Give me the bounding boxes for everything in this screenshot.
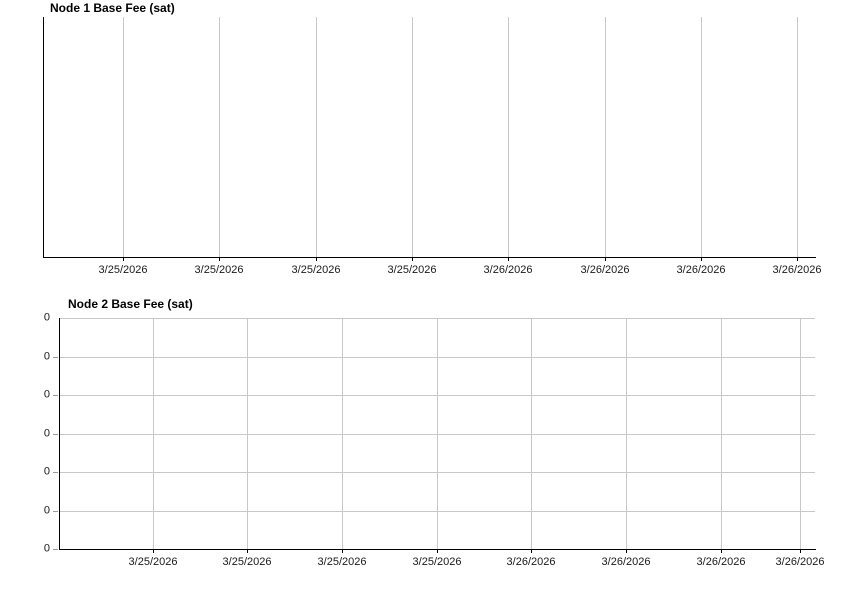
- gridline-vertical: [797, 17, 798, 257]
- x-axis-line-node-1: [43, 257, 816, 258]
- gridline-vertical: [605, 17, 606, 257]
- x-tick-label: 3/26/2026: [775, 556, 825, 568]
- x-tick-mark: [412, 257, 413, 261]
- y-tick-label: 0: [43, 465, 50, 478]
- x-tick-label: 3/26/2026: [601, 556, 651, 568]
- chart-panel-node-2: Node 2 Base Fee (sat) 3/25/2026 3/25/2026…: [0, 290, 860, 600]
- y-tick-mark: [53, 395, 58, 396]
- x-tick-mark: [153, 549, 154, 553]
- x-tick-label: 3/26/2026: [772, 264, 822, 276]
- x-tick-label: 3/25/2026: [317, 556, 367, 568]
- gridline-horizontal: [59, 395, 815, 396]
- x-tick-mark: [701, 257, 702, 261]
- x-tick-mark: [247, 549, 248, 553]
- gridline-vertical: [123, 17, 124, 257]
- y-tick-label: 0: [43, 388, 50, 401]
- x-tick-mark: [797, 257, 798, 261]
- chart-title-node-2: Node 2 Base Fee (sat): [68, 297, 193, 311]
- gridline-vertical: [316, 17, 317, 257]
- x-tick-mark: [605, 257, 606, 261]
- x-tick-mark: [531, 549, 532, 553]
- x-tick-label: 3/26/2026: [676, 264, 726, 276]
- gridline-horizontal: [59, 356, 815, 358]
- y-tick-label: 0: [43, 542, 50, 555]
- x-tick-mark: [721, 549, 722, 553]
- x-tick-mark: [626, 549, 627, 553]
- plot-area-node-1[interactable]: [43, 17, 815, 257]
- x-tick-label: 3/25/2026: [194, 264, 244, 276]
- y-tick-label: 0: [43, 311, 50, 324]
- y-axis-line-node-1: [43, 17, 44, 258]
- x-tick-mark: [342, 549, 343, 553]
- y-tick-mark: [53, 510, 58, 512]
- x-tick-mark: [800, 549, 801, 553]
- x-tick-label: 3/25/2026: [128, 556, 178, 568]
- x-tick-label: 3/26/2026: [506, 556, 556, 568]
- gridline-vertical: [701, 17, 702, 257]
- series-layer-node-1: [43, 17, 815, 257]
- chart-title-node-1: Node 1 Base Fee (sat): [50, 1, 175, 15]
- x-tick-label: 3/26/2026: [696, 556, 746, 568]
- x-tick-label: 3/25/2026: [412, 556, 462, 568]
- y-tick-mark: [53, 472, 58, 473]
- gridline-vertical: [412, 17, 413, 257]
- y-tick-label: 0: [43, 427, 50, 439]
- x-tick-label: 3/26/2026: [580, 264, 630, 276]
- gridline-vertical: [219, 17, 220, 257]
- y-tick-label: 0: [43, 504, 50, 516]
- x-tick-label: 3/25/2026: [387, 264, 437, 276]
- gridline-horizontal: [59, 510, 815, 512]
- x-tick-mark: [123, 257, 124, 261]
- y-tick-mark: [53, 433, 58, 435]
- y-tick-mark: [53, 549, 58, 550]
- gridline-vertical: [508, 17, 509, 257]
- x-tick-label: 3/25/2026: [291, 264, 341, 276]
- x-tick-mark: [219, 257, 220, 261]
- y-tick-label: 0: [43, 350, 50, 362]
- x-tick-mark: [437, 549, 438, 553]
- gridline-horizontal: [59, 318, 815, 319]
- x-tick-label: 3/25/2026: [222, 556, 272, 568]
- x-tick-label: 3/26/2026: [483, 264, 533, 276]
- x-tick-mark: [316, 257, 317, 261]
- chart-panel-node-1: Node 1 Base Fee (sat) 3/25/2026 3/25/2026…: [0, 0, 860, 290]
- plot-area-node-2[interactable]: [59, 318, 815, 549]
- gridline-horizontal: [59, 472, 815, 473]
- x-tick-label: 3/25/2026: [98, 264, 148, 276]
- x-tick-mark: [508, 257, 509, 261]
- y-tick-mark: [53, 356, 58, 358]
- gridline-horizontal: [59, 433, 815, 435]
- y-axis-line-node-2: [59, 318, 60, 550]
